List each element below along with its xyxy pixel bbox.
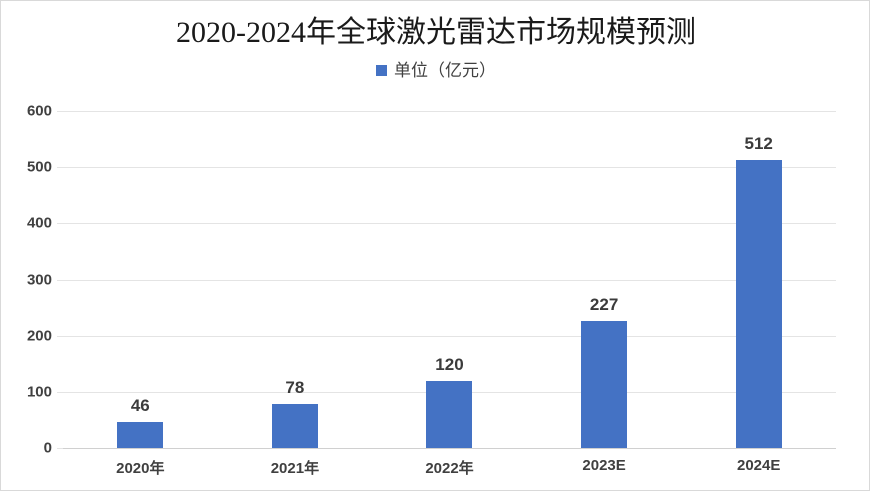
tick-mark-200 — [57, 335, 63, 337]
bar-2024[interactable] — [735, 160, 782, 448]
x-axis: 2020年 2021年 2022年 2023E 2024E — [63, 457, 836, 479]
bar-value-label-2020: 46 — [130, 396, 150, 416]
y-axis-label-300: 300 — [26, 271, 52, 288]
plot-area: 600 500 400 300 200 100 0 — [27, 103, 836, 457]
y-axis-label-100: 100 — [26, 383, 52, 401]
bar-2023[interactable] — [581, 320, 628, 448]
tick-mark-400 — [57, 223, 63, 225]
gridline-600: 600 — [27, 103, 836, 120]
tick-mark-0 — [57, 448, 63, 449]
bar-value-label-2021: 78 — [285, 378, 305, 398]
bar-2022[interactable] — [426, 380, 473, 448]
y-axis-label-600: 600 — [26, 102, 52, 120]
bar-slot-2024: 512 — [681, 111, 836, 448]
tick-mark-600 — [57, 111, 63, 112]
bar-value-label-2024: 512 — [744, 134, 773, 154]
bar-slot-2021: 78 — [218, 111, 373, 448]
tick-mark-300 — [57, 279, 63, 281]
x-axis-label-2023: 2023E — [582, 457, 626, 474]
x-axis-label-2020: 2020年 — [116, 460, 165, 477]
gridline-200: 200 — [27, 327, 836, 344]
gridline-300: 300 — [27, 271, 836, 288]
bars-layer: 46 78 120 227 512 — [63, 111, 836, 448]
bar-2021[interactable] — [271, 404, 318, 448]
tick-mark-500 — [57, 167, 63, 169]
gridline-500: 500 — [27, 159, 836, 176]
bar-value-label-2023: 227 — [589, 294, 619, 314]
gridline-0: 0 — [44, 440, 836, 457]
bar-slot-2020: 46 — [63, 111, 218, 448]
bar-slot-2023: 227 — [527, 111, 682, 448]
y-axis-label-500: 500 — [26, 158, 52, 176]
y-axis-label-0: 0 — [43, 439, 52, 457]
legend-entry-label: 单位（亿元） — [394, 61, 496, 80]
x-axis-label-2024: 2024E — [737, 457, 781, 474]
legend-swatch-icon — [376, 65, 387, 76]
chart-title: 2020-2024年全球激光雷达市场规模预测 — [176, 16, 696, 49]
gridline-400: 400 — [27, 215, 836, 232]
x-axis-label-2022: 2022年 — [425, 460, 474, 477]
y-axis-label-400: 400 — [26, 214, 52, 232]
bar-value-label-2022: 120 — [435, 354, 464, 374]
tick-mark-100 — [57, 391, 63, 393]
x-axis-label-2021: 2021年 — [270, 460, 320, 477]
bar-2020[interactable] — [117, 422, 164, 448]
bar-slot-2022: 120 — [372, 111, 527, 448]
y-axis-label-200: 200 — [26, 327, 52, 345]
chart-legend: 单位（亿元） — [1, 61, 869, 80]
